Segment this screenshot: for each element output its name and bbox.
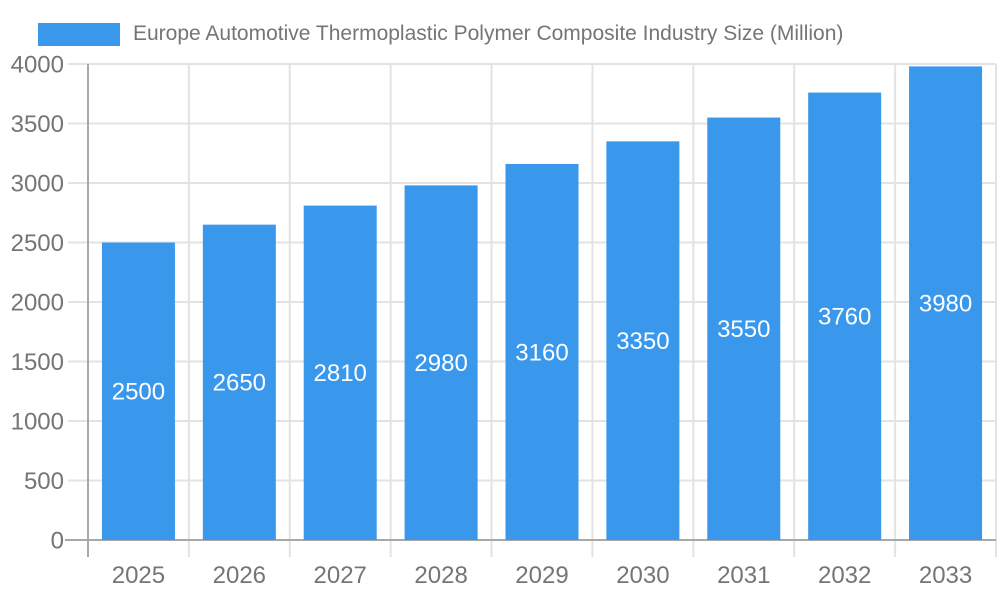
y-tick-label: 3000 — [11, 170, 64, 197]
x-tick-label: 2028 — [414, 562, 467, 589]
y-tick-label: 0 — [51, 527, 64, 554]
y-tick-label: 3500 — [11, 111, 64, 138]
y-tick-label: 1000 — [11, 408, 64, 435]
x-axis-labels: 2025 2026 2027 2028 2029 2030 2031 2032 2033 — [112, 562, 973, 589]
x-tick-label: 2033 — [919, 562, 972, 589]
x-tick-label: 2032 — [818, 562, 871, 589]
chart-title: Europe Automotive Thermoplastic Polymer … — [133, 22, 844, 45]
bar-value-label: 2500 — [112, 379, 165, 406]
bar-value-label: 3980 — [919, 291, 972, 318]
bar-2029[interactable] — [505, 163, 579, 540]
bar-2030[interactable] — [606, 141, 680, 540]
y-tick-label: 1500 — [11, 349, 64, 376]
x-tick-label: 2025 — [112, 562, 165, 589]
bar-value-label: 3350 — [616, 328, 669, 355]
bar-value-label: 2810 — [314, 360, 367, 387]
y-tick-label: 2500 — [11, 230, 64, 257]
legend-swatch — [38, 22, 120, 46]
x-tick-label: 2030 — [616, 562, 669, 589]
y-tick-label: 2000 — [11, 289, 64, 316]
bar-2033[interactable] — [909, 66, 983, 540]
bar-2028[interactable] — [404, 185, 478, 540]
bar-2032[interactable] — [808, 92, 882, 540]
bar-2031[interactable] — [707, 117, 781, 541]
x-tick-label: 2027 — [314, 562, 367, 589]
bar-2027[interactable] — [303, 205, 377, 541]
bar-value-label: 3760 — [818, 304, 871, 331]
bar-value-label: 3160 — [515, 339, 568, 366]
bar-2025[interactable] — [101, 242, 175, 541]
x-tick-label: 2031 — [717, 562, 770, 589]
bar-value-labels: 2500 2650 2810 2980 3160 3350 3550 3760 3980 — [112, 291, 973, 406]
bar-value-label: 3550 — [717, 316, 770, 343]
x-tick-label: 2026 — [213, 562, 266, 589]
bar-value-label: 2650 — [213, 370, 266, 397]
y-tick-label: 500 — [24, 468, 64, 495]
bars — [101, 66, 983, 541]
y-tick-label: 4000 — [11, 51, 64, 78]
legend-entry[interactable]: Europe Automotive Thermoplastic Polymer … — [38, 22, 843, 46]
x-tick-label: 2029 — [515, 562, 568, 589]
bar-2026[interactable] — [202, 224, 276, 540]
bar-value-label: 2980 — [414, 350, 467, 377]
y-axis-labels: 0 500 1000 1500 2000 2500 3000 3500 4000 — [11, 51, 64, 554]
